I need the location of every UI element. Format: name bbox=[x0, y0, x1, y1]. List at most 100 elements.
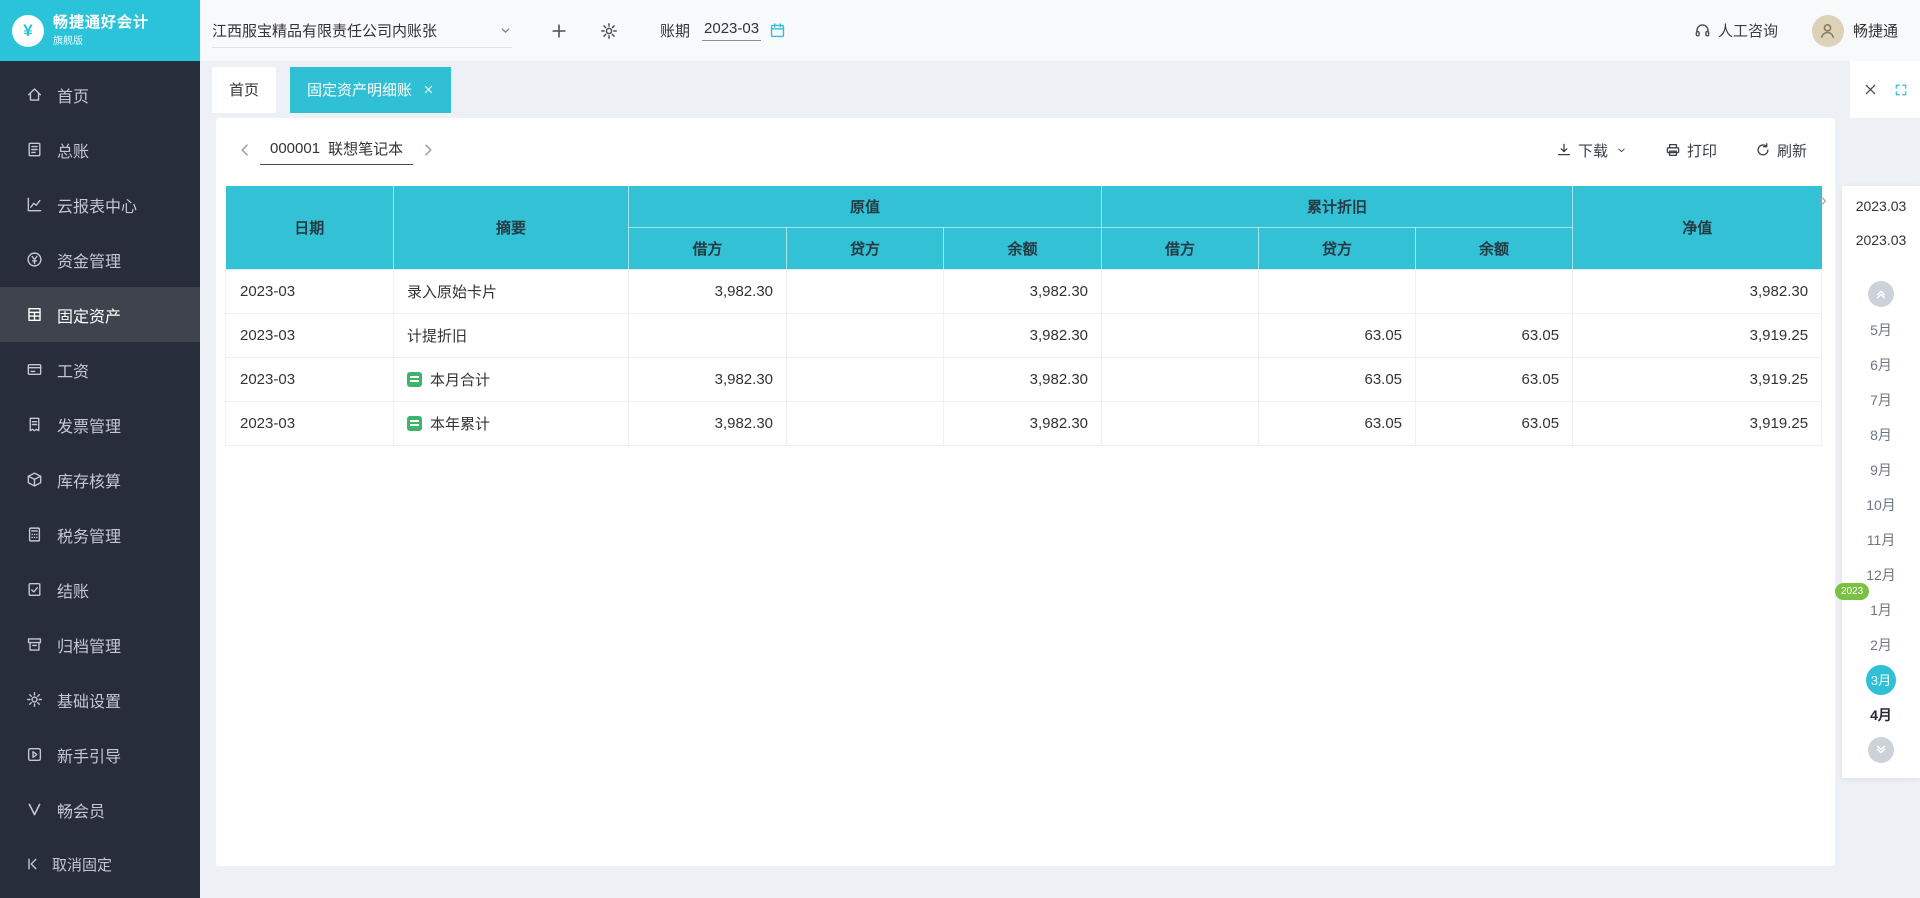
cell-dep-debit bbox=[1101, 400, 1260, 446]
company-selector[interactable]: 江西服宝精品有限责任公司内账张 bbox=[212, 14, 512, 48]
month-item-selected[interactable]: 3月 bbox=[1842, 662, 1920, 697]
cell-date: 2023-03 bbox=[225, 312, 394, 358]
summary-icon bbox=[407, 371, 422, 387]
cell-dep-debit bbox=[1101, 268, 1260, 314]
tab-home[interactable]: 首页 bbox=[212, 66, 277, 113]
sidebar-item-label: 云报表中心 bbox=[57, 198, 138, 216]
sidebar-item-label: 归档管理 bbox=[57, 638, 122, 656]
sidebar-item-archive[interactable]: 归档管理 bbox=[0, 617, 200, 672]
period-value[interactable]: 2023-03 bbox=[702, 20, 762, 41]
cell-net: 3,982.30 bbox=[1572, 268, 1823, 314]
cell-ov-credit bbox=[786, 312, 944, 358]
cell-date: 2023-03 bbox=[225, 356, 394, 402]
chevron-down-icon bbox=[1616, 145, 1627, 156]
panel-toolbar: 000001 联想笔记本 下载 打印 刷新 bbox=[216, 118, 1835, 182]
tab-fixed-asset-detail[interactable]: 固定资产明细账 bbox=[290, 66, 452, 113]
sidebar-item-label: 畅会员 bbox=[57, 803, 106, 821]
month-item[interactable]: 10月 bbox=[1866, 496, 1896, 513]
sidebar-item-closing[interactable]: 结账 bbox=[0, 562, 200, 617]
sidebar-item-settings[interactable]: 基础设置 bbox=[0, 672, 200, 727]
month-item[interactable]: 9月 bbox=[1870, 461, 1892, 478]
sidebar-item-home[interactable]: 首页 bbox=[0, 67, 200, 122]
sidebar-item-inventory[interactable]: 库存核算 bbox=[0, 452, 200, 507]
scroll-up-button[interactable] bbox=[1868, 281, 1894, 307]
next-asset-button[interactable] bbox=[417, 139, 439, 161]
download-icon bbox=[1556, 142, 1572, 158]
download-button[interactable]: 下载 bbox=[1556, 140, 1627, 161]
unpin-icon bbox=[24, 855, 42, 873]
period-label: 账期 bbox=[660, 23, 691, 40]
add-button[interactable] bbox=[550, 22, 568, 40]
print-icon bbox=[1665, 142, 1681, 158]
cell-ov-balance: 3,982.30 bbox=[942, 400, 1103, 446]
cell-ov-debit: 3,982.30 bbox=[628, 356, 787, 402]
support-button[interactable]: 人工咨询 bbox=[1694, 20, 1778, 41]
tab-close-icon[interactable] bbox=[423, 84, 434, 95]
cell-net: 3,919.25 bbox=[1572, 400, 1823, 446]
sidebar-item-label: 新手引导 bbox=[57, 748, 122, 766]
archive-icon bbox=[25, 636, 43, 654]
collapse-month-panel-icon[interactable] bbox=[1812, 190, 1832, 212]
sidebar-item-guide[interactable]: 新手引导 bbox=[0, 727, 200, 782]
chevron-down-icon bbox=[499, 24, 512, 37]
month-item[interactable]: 5月 bbox=[1870, 321, 1892, 338]
cell-date: 2023-03 bbox=[225, 268, 394, 314]
avatar[interactable] bbox=[1811, 14, 1844, 47]
scroll-down-button[interactable] bbox=[1868, 737, 1894, 763]
table-row[interactable]: 2023-03 本月合计 3,982.30 3,982.30 63.05 63.… bbox=[225, 356, 1823, 402]
sidebar-item-tax[interactable]: 税务管理 bbox=[0, 507, 200, 562]
prev-asset-button[interactable] bbox=[234, 139, 256, 161]
sidebar-item-cloud-reports[interactable]: 云报表中心 bbox=[0, 177, 200, 232]
cell-ov-balance: 3,982.30 bbox=[942, 312, 1103, 358]
month-item[interactable]: 6月 bbox=[1870, 356, 1892, 373]
col-header-dep-balance: 余额 bbox=[1415, 227, 1574, 269]
inventory-icon bbox=[25, 471, 43, 489]
tab-actions bbox=[1850, 61, 1920, 118]
period-item[interactable]: 2023.03 bbox=[1855, 198, 1907, 214]
sidebar-item-fixed-assets[interactable]: 固定资产 bbox=[0, 287, 200, 342]
close-icon[interactable] bbox=[1863, 82, 1878, 97]
col-header-ov-debit: 借方 bbox=[628, 227, 787, 269]
detail-table: 日期 摘要 原值 累计折旧 净值 借方 贷方 余额 借方 贷方 余额 bbox=[225, 186, 1823, 446]
month-item[interactable]: 8月 bbox=[1870, 426, 1892, 443]
cell-dep-debit bbox=[1101, 356, 1260, 402]
print-button[interactable]: 打印 bbox=[1665, 140, 1717, 161]
table-row[interactable]: 2023-03 计提折旧 3,982.30 63.05 63.05 3,919.… bbox=[225, 312, 1823, 358]
sidebar-item-invoices[interactable]: 发票管理 bbox=[0, 397, 200, 452]
col-header-dep-credit: 贷方 bbox=[1258, 227, 1417, 269]
refresh-button[interactable]: 刷新 bbox=[1755, 140, 1807, 161]
cell-summary: 本年累计 bbox=[393, 400, 629, 446]
unpin-sidebar-button[interactable]: 取消固定 bbox=[0, 842, 200, 886]
table-row[interactable]: 2023-03 本年累计 3,982.30 3,982.30 63.05 63.… bbox=[225, 400, 1823, 446]
sidebar-item-general-ledger[interactable]: 总账 bbox=[0, 122, 200, 177]
user-name[interactable]: 畅捷通 bbox=[1852, 23, 1898, 40]
tax-icon bbox=[25, 526, 43, 544]
topbar: 江西服宝精品有限责任公司内账张 账期 2023-03 人工咨询 畅捷通 bbox=[200, 0, 1920, 61]
asset-selector[interactable]: 000001 联想笔记本 bbox=[260, 135, 414, 165]
fullscreen-icon[interactable] bbox=[1894, 83, 1908, 97]
fund-icon bbox=[25, 251, 43, 269]
app-logo-icon: ¥ bbox=[12, 14, 44, 47]
month-item[interactable]: 11月 bbox=[1866, 531, 1896, 548]
period-item[interactable]: 2023.03 bbox=[1855, 232, 1907, 248]
gear-icon[interactable] bbox=[600, 22, 618, 40]
sidebar-item-funds[interactable]: 资金管理 bbox=[0, 232, 200, 287]
month-item[interactable]: 1月 bbox=[1870, 601, 1892, 618]
table-container: 日期 摘要 原值 累计折旧 净值 借方 贷方 余额 借方 贷方 余额 bbox=[216, 182, 1835, 446]
month-item[interactable]: 12月 bbox=[1866, 566, 1896, 583]
month-item[interactable]: 7月 bbox=[1870, 391, 1892, 408]
sidebar-item-label: 资金管理 bbox=[57, 253, 122, 271]
col-header-dep-debit: 借方 bbox=[1101, 227, 1260, 269]
sidebar-item-member[interactable]: 畅会员 bbox=[0, 782, 200, 837]
sidebar-item-salary[interactable]: 工资 bbox=[0, 342, 200, 397]
month-item[interactable]: 4月 bbox=[1870, 706, 1892, 723]
table-row[interactable]: 2023-03 录入原始卡片 3,982.30 3,982.30 3,982.3… bbox=[225, 268, 1823, 314]
col-group-accumulated-depreciation: 累计折旧 bbox=[1101, 186, 1574, 228]
month-item[interactable]: 2月 bbox=[1870, 636, 1892, 653]
calendar-icon[interactable] bbox=[769, 22, 786, 39]
cell-date: 2023-03 bbox=[225, 400, 394, 446]
cell-ov-debit: 3,982.30 bbox=[628, 400, 787, 446]
cell-dep-balance: 63.05 bbox=[1415, 400, 1574, 446]
content-panel: 000001 联想笔记本 下载 打印 刷新 bbox=[216, 118, 1835, 866]
col-header-ov-balance: 余额 bbox=[942, 227, 1103, 269]
